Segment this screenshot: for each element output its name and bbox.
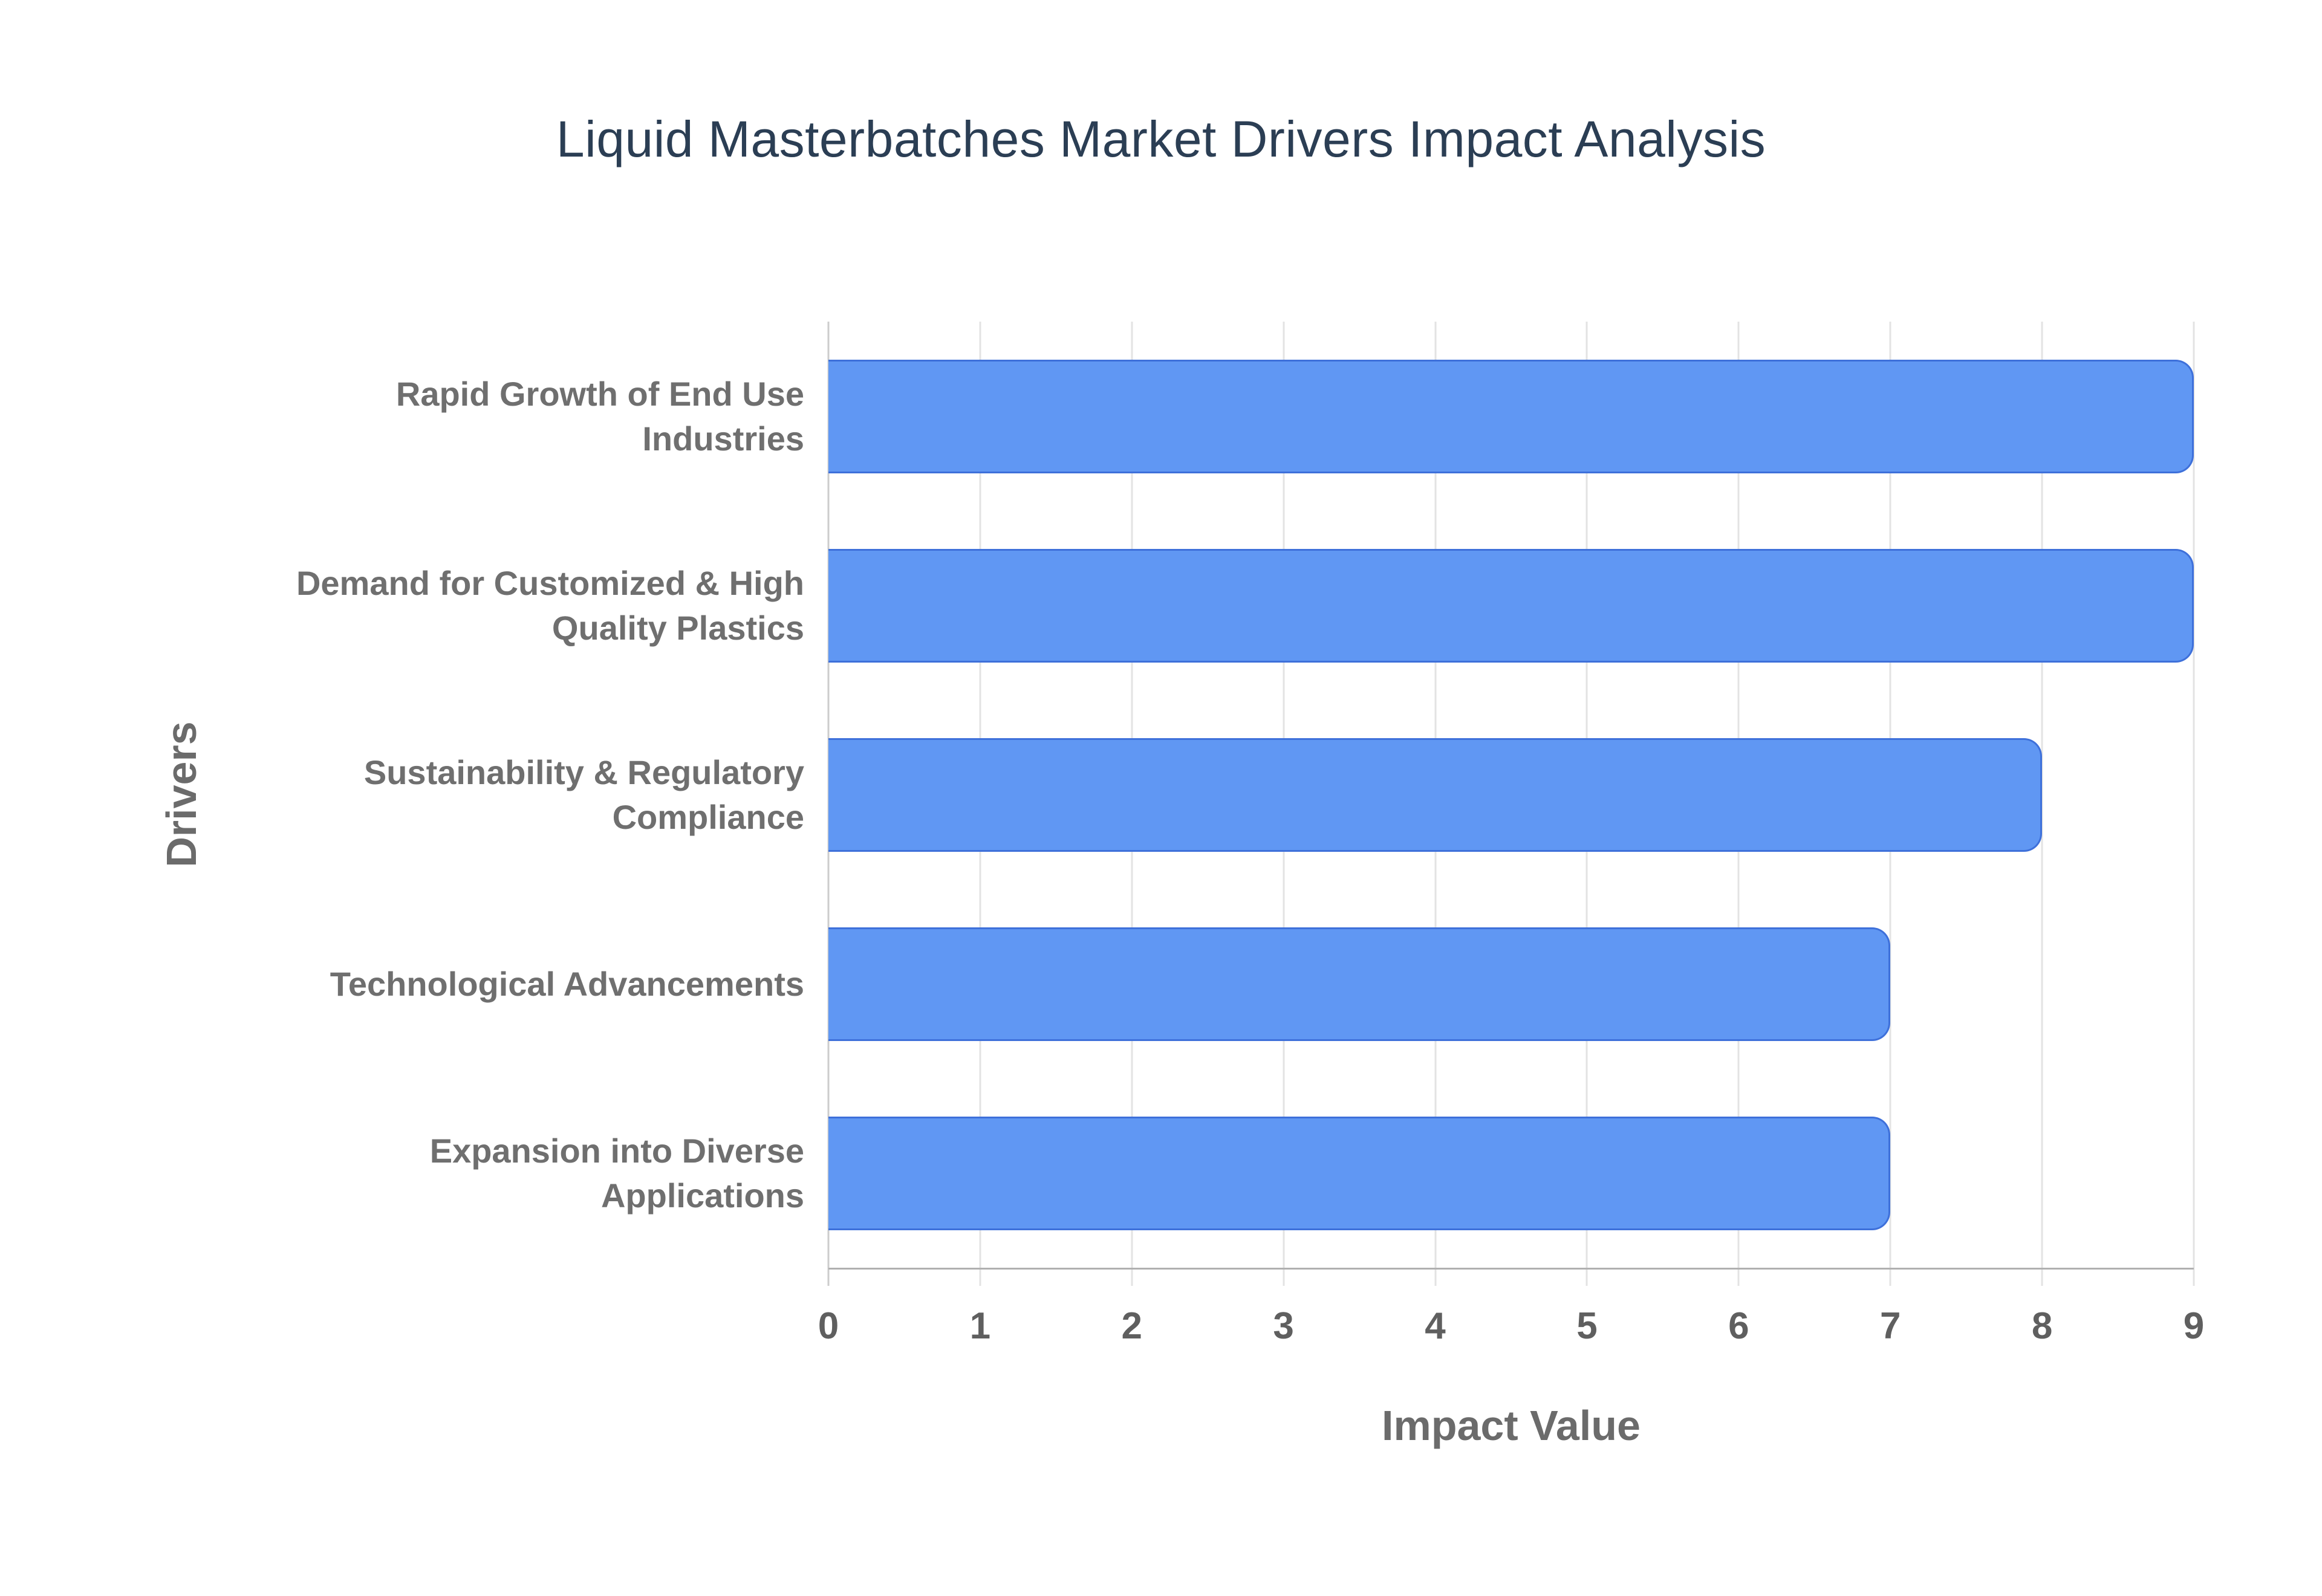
category-label-5: Expansion into Diverse Applications <box>429 1131 804 1215</box>
bar-5[interactable] <box>828 1116 1891 1230</box>
x-tick-label-4: 4 <box>1425 1305 1446 1347</box>
x-tick-label-8: 8 <box>2031 1305 2053 1347</box>
y-axis-title: Drivers <box>158 721 205 868</box>
x-tick-label-5: 5 <box>1576 1305 1598 1347</box>
bar-3[interactable] <box>828 738 2043 852</box>
bar-2[interactable] <box>828 548 2194 663</box>
x-tick-label-2: 2 <box>1121 1305 1143 1347</box>
x-tick-label-0: 0 <box>818 1305 839 1347</box>
chart-title: Liquid Masterbatches Market Drivers Impa… <box>556 111 1766 167</box>
x-axis-title: Impact Value <box>1382 1402 1641 1449</box>
x-axis-tick-labels: 0 1 2 3 4 5 6 7 8 9 <box>818 1305 2204 1359</box>
category-label-3: Sustainability & Regulatory Compliance <box>363 753 804 836</box>
category-label-4: Technological Advancements <box>330 964 804 1003</box>
plot-area <box>827 322 2195 1286</box>
x-tick-label-3: 3 <box>1273 1305 1294 1347</box>
x-gridline-9 <box>2193 322 2195 1286</box>
x-tick-label-7: 7 <box>1879 1305 1901 1347</box>
bar-4[interactable] <box>828 927 1891 1041</box>
x-tick-label-9: 9 <box>2183 1305 2205 1347</box>
x-tick-label-6: 6 <box>1728 1305 1749 1347</box>
category-label-1: Rapid Growth of End Use Industries <box>395 374 804 458</box>
x-axis-line <box>828 1268 2194 1270</box>
category-label-2: Demand for Customized & High Quality Pla… <box>296 563 804 647</box>
x-tick-label-1: 1 <box>969 1305 991 1347</box>
x-gridline-8 <box>2041 322 2043 1286</box>
bar-1[interactable] <box>828 359 2194 473</box>
y-axis-category-labels: Rapid Growth of End Use Industries Demand… <box>236 322 804 1268</box>
